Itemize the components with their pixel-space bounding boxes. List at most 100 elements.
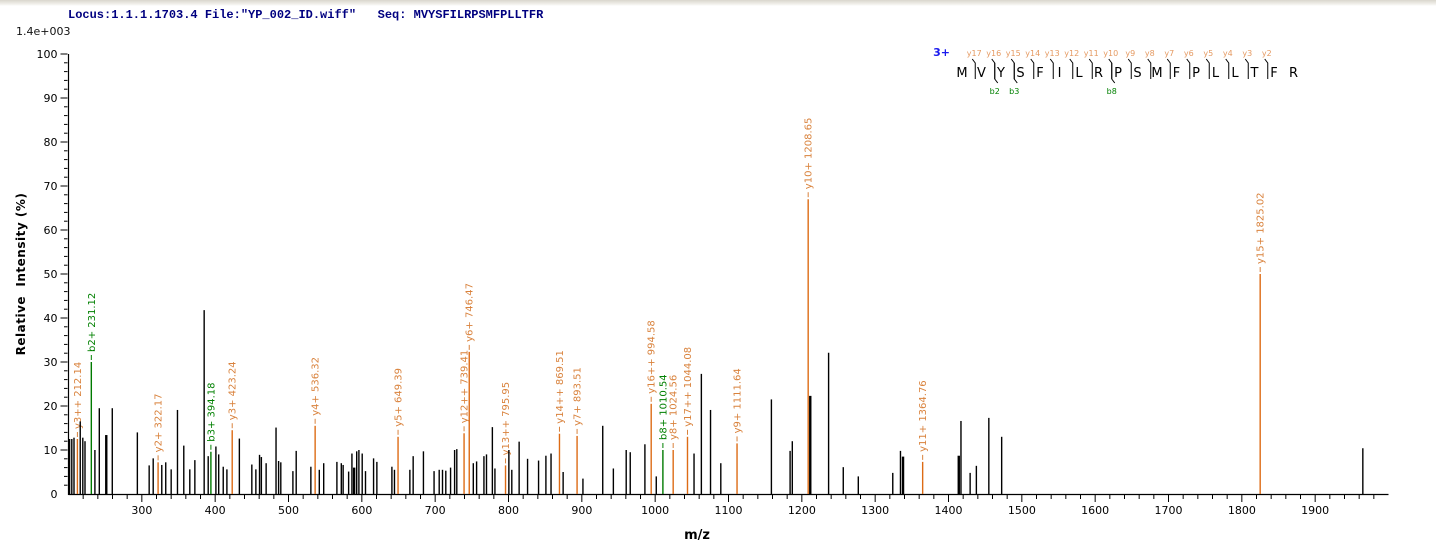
x-tick-label: 300 xyxy=(131,504,152,517)
y-tick-label: 90 xyxy=(44,92,58,105)
ladder-residue-9: P xyxy=(1114,66,1122,81)
x-tick-label: 1400 xyxy=(935,504,963,517)
ladder-y-label-y10: y10 xyxy=(1103,49,1118,58)
ladder-b-bracket-b3 xyxy=(1013,63,1018,84)
ladder-y-bracket-y14 xyxy=(1030,58,1035,79)
ladder-b-label-b3: b3 xyxy=(1009,87,1019,96)
peak-label-b3+: b3+ 394.18 xyxy=(206,382,217,441)
peak-label-y7+: y7+ 893.51 xyxy=(573,367,584,426)
ladder-residue-8: R xyxy=(1094,66,1103,81)
ladder-y-label-y11: y11 xyxy=(1084,49,1099,58)
y-tick-label: 50 xyxy=(44,268,58,281)
ladder-y-label-y9: y9 xyxy=(1125,49,1135,58)
peak-label-y6+: y6+ 746.47 xyxy=(465,283,476,342)
ladder-residue-4: S xyxy=(1016,66,1024,81)
ladder-residue-13: P xyxy=(1192,66,1200,81)
x-tick-label: 1300 xyxy=(861,504,889,517)
ladder-residue-14: L xyxy=(1212,66,1220,81)
peak-label-y13++: y13++ 795.95 xyxy=(501,382,512,456)
ladder-y-label-y16: y16 xyxy=(986,49,1001,58)
y-tick-label: 80 xyxy=(44,136,58,149)
x-tick-label: 600 xyxy=(351,504,372,517)
ladder-residue-3: Y xyxy=(996,66,1005,81)
ladder-y-bracket-y13 xyxy=(1049,58,1054,79)
x-tick-label: 1100 xyxy=(715,504,743,517)
x-tick-label: 700 xyxy=(425,504,446,517)
axes xyxy=(67,54,1389,496)
ladder-y-label-y13: y13 xyxy=(1045,49,1060,58)
ladder-residue-16: T xyxy=(1250,66,1259,81)
y-tick-label: 30 xyxy=(44,356,58,369)
peak-label-b2+: b2+ 231.12 xyxy=(87,293,98,352)
peak-label-y16++: y16++ 994.58 xyxy=(647,320,658,394)
ladder-residue-10: S xyxy=(1133,66,1141,81)
x-tick-label: 1900 xyxy=(1301,504,1329,517)
ladder-y-bracket-y5 xyxy=(1205,58,1210,79)
ladder-b-label-b2: b2 xyxy=(990,87,1000,96)
peak-label-b8+: b8+ 1010.54 xyxy=(658,374,669,440)
ladder-residue-15: L xyxy=(1231,66,1239,81)
x-tick-label: 1000 xyxy=(641,504,669,517)
peak-label-y15+: y15+ 1825.02 xyxy=(1256,192,1267,264)
ladder-y-bracket-y11 xyxy=(1088,58,1093,79)
ladder-b-bracket-b8 xyxy=(1111,63,1116,84)
ladder-y-bracket-y6 xyxy=(1186,58,1191,79)
x-tick-label: 1500 xyxy=(1008,504,1036,517)
ladder-y-bracket-y8 xyxy=(1147,58,1152,79)
spectrum-header-info: Locus:1.1.1.1703.4 File:"YP_002_ID.wiff"… xyxy=(68,8,544,22)
x-tick-label: 1700 xyxy=(1155,504,1183,517)
x-tick-label: 1800 xyxy=(1228,504,1256,517)
y-tick-label: 10 xyxy=(44,444,58,457)
x-tick-label: 800 xyxy=(498,504,519,517)
intensity-scale-label: 1.4e+003 xyxy=(16,25,71,38)
ladder-residue-6: I xyxy=(1058,66,1062,81)
ladder-residue-7: L xyxy=(1075,66,1083,81)
ladder-y-label-y4: y4 xyxy=(1223,49,1233,58)
ladder-y-label-y5: y5 xyxy=(1203,49,1213,58)
x-tick-label: 1200 xyxy=(788,504,816,517)
ladder-y-label-y7: y7 xyxy=(1164,49,1174,58)
x-axis-title: m/z xyxy=(684,528,710,543)
ladder-residue-17: F xyxy=(1270,66,1277,81)
ladder-y-bracket-y9 xyxy=(1127,58,1132,79)
y-axis-ticks: 0 10 20 30 40 50 60 70 80 90 100 xyxy=(37,48,68,501)
x-tick-label: 900 xyxy=(571,504,592,517)
y-tick-label: 20 xyxy=(44,400,58,413)
ladder-y-bracket-y17 xyxy=(971,58,976,79)
peak-label-y17++: y17++ 1044.08 xyxy=(683,347,694,427)
peak-label-y5+: y5+ 649.39 xyxy=(394,368,405,427)
peak-label-y10+: y10+ 1208.65 xyxy=(804,118,815,190)
ladder-y-label-y15: y15 xyxy=(1006,49,1021,58)
x-tick-label: 500 xyxy=(278,504,299,517)
ladder-residue-12: F xyxy=(1173,66,1180,81)
ladder-y-bracket-y7 xyxy=(1166,58,1171,79)
y-tick-label: 70 xyxy=(44,180,58,193)
ladder-y-label-y17: y17 xyxy=(967,49,982,58)
precursor-charge-label: 3+ xyxy=(933,46,950,59)
x-tick-label: 400 xyxy=(205,504,226,517)
ladder-y-label-y8: y8 xyxy=(1145,49,1155,58)
ladder-y-label-y3: y3 xyxy=(1242,49,1252,58)
y-tick-label: 60 xyxy=(44,224,58,237)
peak-label-y11+: y11+ 1364.76 xyxy=(918,380,929,452)
ladder-b-bracket-b2 xyxy=(994,63,999,84)
x-tick-label: 1600 xyxy=(1081,504,1109,517)
ladder-y-label-y6: y6 xyxy=(1184,49,1194,58)
peak-label-y3++: y3++ 212.14 xyxy=(73,362,84,429)
ladder-y-label-y14: y14 xyxy=(1025,49,1040,58)
peak-label-y4+: y4+ 536.32 xyxy=(311,357,322,416)
x-axis-ticks: 300 400 500 600 700 800 900 1000 1100 1200 1300 140… xyxy=(82,495,1375,517)
ladder-residue-18: R xyxy=(1289,66,1298,81)
window-top-edge xyxy=(0,0,1436,6)
ladder-residue-2: V xyxy=(977,66,986,81)
y-tick-label: 100 xyxy=(37,48,58,61)
y-tick-label: 40 xyxy=(44,312,58,325)
ladder-y-bracket-y2 xyxy=(1264,58,1269,79)
peak-label-y14++: y14++ 869.51 xyxy=(555,350,566,424)
ladder-y-label-y2: y2 xyxy=(1262,49,1272,58)
peak-label-y2+: y2+ 322.17 xyxy=(154,393,165,452)
